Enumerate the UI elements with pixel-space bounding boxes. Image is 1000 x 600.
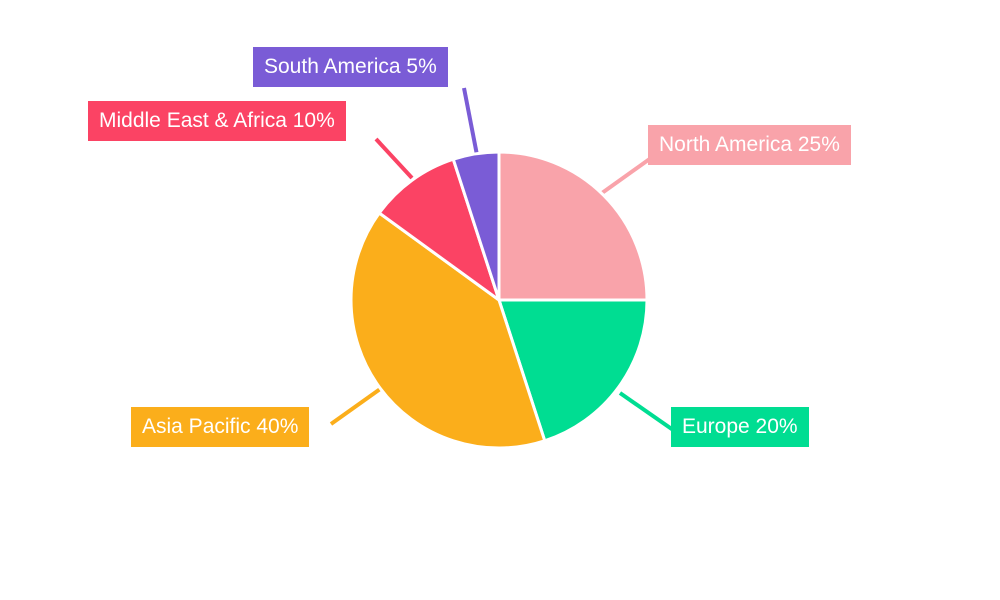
pie-slice-asia-pacific[interactable] bbox=[349, 210, 547, 450]
pie-label-asia-pacific[interactable]: Asia Pacific 40% bbox=[131, 407, 310, 447]
pie-slice-south-america[interactable] bbox=[451, 150, 501, 301]
pie-label-europe[interactable]: Europe 20% bbox=[671, 407, 809, 447]
leader-line-south-america bbox=[462, 87, 479, 156]
pie-slice-north-america[interactable] bbox=[497, 150, 649, 302]
pie-slice-europe[interactable] bbox=[496, 298, 649, 443]
pie-slice-middle-east-africa[interactable] bbox=[377, 157, 502, 304]
leader-line-middle-east-africa bbox=[374, 137, 414, 180]
pie-label-north-america[interactable]: North America 25% bbox=[648, 125, 851, 165]
pie-label-middle-east-africa[interactable]: Middle East & Africa 10% bbox=[88, 101, 346, 141]
leader-lines bbox=[329, 87, 678, 434]
leader-line-north-america bbox=[600, 156, 653, 195]
leader-line-asia-pacific bbox=[329, 385, 385, 426]
pie-slices bbox=[349, 150, 649, 450]
pie-label-south-america[interactable]: South America 5% bbox=[253, 47, 448, 87]
leader-line-europe bbox=[618, 391, 678, 434]
